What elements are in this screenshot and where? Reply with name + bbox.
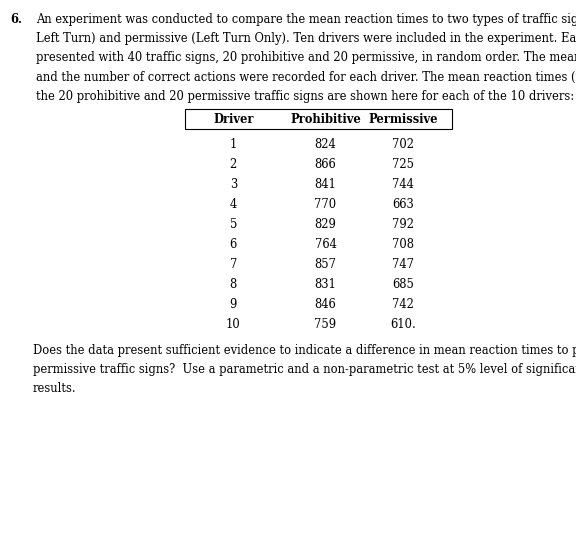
Text: 747: 747	[392, 258, 414, 271]
Text: Prohibitive: Prohibitive	[290, 113, 361, 126]
Text: 841: 841	[314, 178, 336, 191]
Text: presented with 40 traffic signs, 20 prohibitive and 20 permissive, in random ord: presented with 40 traffic signs, 20 proh…	[36, 51, 576, 64]
Text: 2: 2	[230, 158, 237, 171]
Text: 759: 759	[314, 318, 336, 331]
Text: Left Turn) and permissive (Left Turn Only). Ten drivers were included in the exp: Left Turn) and permissive (Left Turn Onl…	[36, 32, 576, 46]
Text: 866: 866	[314, 158, 336, 171]
Text: 831: 831	[314, 278, 336, 291]
Text: 770: 770	[314, 198, 336, 211]
Text: 685: 685	[392, 278, 414, 291]
Text: and the number of correct actions were recorded for each driver. The mean reacti: and the number of correct actions were r…	[36, 70, 576, 84]
Text: 9: 9	[230, 298, 237, 311]
Text: 824: 824	[314, 138, 336, 151]
Text: 829: 829	[314, 218, 336, 231]
Text: 7: 7	[230, 258, 237, 271]
Text: 8: 8	[230, 278, 237, 291]
Text: 1: 1	[230, 138, 237, 151]
Text: Permissive: Permissive	[369, 113, 438, 126]
Text: 742: 742	[392, 298, 414, 311]
Bar	[185, 108, 452, 129]
Text: 10: 10	[226, 318, 241, 331]
Text: permissive traffic signs?  Use a parametric and a non-parametric test at 5% leve: permissive traffic signs? Use a parametr…	[33, 363, 576, 376]
Text: 610.: 610.	[391, 318, 416, 331]
Text: 4: 4	[230, 198, 237, 211]
Text: 792: 792	[392, 218, 414, 231]
Text: 725: 725	[392, 158, 414, 171]
Text: 846: 846	[314, 298, 336, 311]
Text: Does the data present sufficient evidence to indicate a difference in mean react: Does the data present sufficient evidenc…	[33, 345, 576, 358]
Text: Driver: Driver	[213, 113, 253, 126]
Text: 6.: 6.	[10, 13, 22, 26]
Text: An experiment was conducted to compare the mean reaction times to two types of t: An experiment was conducted to compare t…	[36, 13, 576, 26]
Text: the 20 prohibitive and 20 permissive traffic signs are shown here for each of th: the 20 prohibitive and 20 permissive tra…	[36, 90, 574, 102]
Text: 857: 857	[314, 258, 336, 271]
Text: 764: 764	[314, 238, 336, 251]
Text: 708: 708	[392, 238, 414, 251]
Text: 5: 5	[230, 218, 237, 231]
Text: 663: 663	[392, 198, 414, 211]
Text: 6: 6	[230, 238, 237, 251]
Text: 744: 744	[392, 178, 414, 191]
Text: results.: results.	[33, 383, 77, 396]
Text: 3: 3	[230, 178, 237, 191]
Text: 702: 702	[392, 138, 414, 151]
